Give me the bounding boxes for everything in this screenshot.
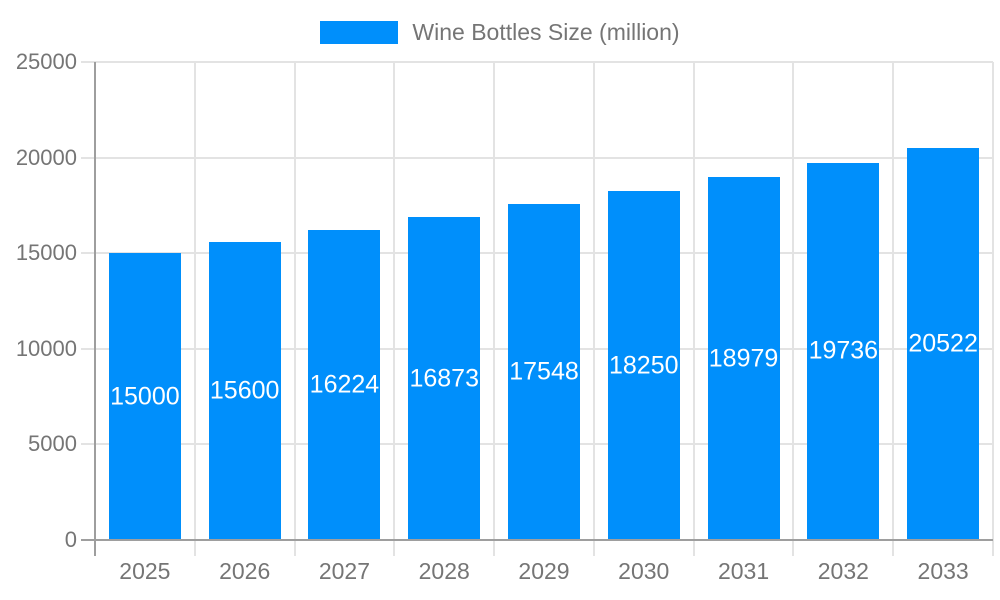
x-axis-tick-label: 2027 [318, 558, 371, 584]
x-gridline [992, 62, 994, 556]
bar-2026[interactable]: 15600 [208, 241, 281, 540]
bar-2028[interactable]: 16873 [408, 217, 481, 540]
bar-value-label: 18250 [609, 351, 679, 380]
y-axis-line [94, 62, 96, 556]
x-gridline [892, 62, 895, 556]
bar-2033[interactable]: 20522 [907, 147, 980, 540]
x-axis-tick-label: 2025 [119, 558, 171, 584]
bar-value-label: 20522 [908, 329, 978, 358]
x-gridline [393, 62, 396, 556]
x-gridline [493, 62, 496, 556]
bar-2029[interactable]: 17548 [508, 204, 580, 540]
y-axis-tick-label: 5000 [28, 431, 77, 457]
x-gridline [193, 62, 196, 556]
y-axis-tick-label: 0 [64, 527, 77, 552]
y-axis-tick-label: 15000 [15, 240, 77, 266]
legend-swatch-icon [320, 21, 399, 44]
x-axis-tick-label: 2028 [418, 558, 470, 584]
y-gridline-25000 [81, 61, 993, 63]
x-axis-tick-label: 2030 [618, 558, 670, 584]
x-axis-tick-label: 2026 [219, 558, 271, 584]
bar-value-label: 15000 [110, 382, 180, 411]
x-gridline [692, 62, 695, 556]
y-axis-tick-label: 20000 [15, 144, 77, 170]
x-gridline [293, 62, 296, 556]
x-gridline [592, 62, 595, 556]
x-axis-line [81, 539, 993, 541]
bar-value-label: 15600 [209, 376, 280, 405]
chart-legend[interactable]: Wine Bottles Size (million) [0, 19, 1000, 46]
bar-2025[interactable]: 15000 [108, 253, 181, 540]
y-axis-tick-label: 25000 [15, 49, 77, 74]
y-axis-tick-label: 10000 [15, 335, 77, 361]
x-gridline [792, 62, 795, 556]
bar-value-label: 18979 [708, 344, 779, 373]
x-axis-tick-label: 2033 [917, 558, 969, 584]
bar-2032[interactable]: 19736 [807, 162, 880, 540]
x-axis-tick-label: 2029 [518, 558, 570, 584]
bar-2027[interactable]: 16224 [308, 229, 381, 540]
bar-value-label: 16873 [409, 364, 479, 393]
x-axis-tick-label: 2031 [717, 558, 770, 584]
y-gridline-20000 [81, 156, 993, 159]
bar-value-label: 17548 [509, 357, 579, 386]
bar-2031[interactable]: 18979 [707, 177, 780, 540]
x-axis-tick-label: 2032 [817, 558, 869, 584]
bar-2030[interactable]: 18250 [607, 191, 680, 540]
legend-label: Wine Bottles Size (million) [412, 19, 680, 45]
bar-value-label: 19736 [808, 336, 879, 365]
bar-value-label: 16224 [309, 370, 380, 399]
